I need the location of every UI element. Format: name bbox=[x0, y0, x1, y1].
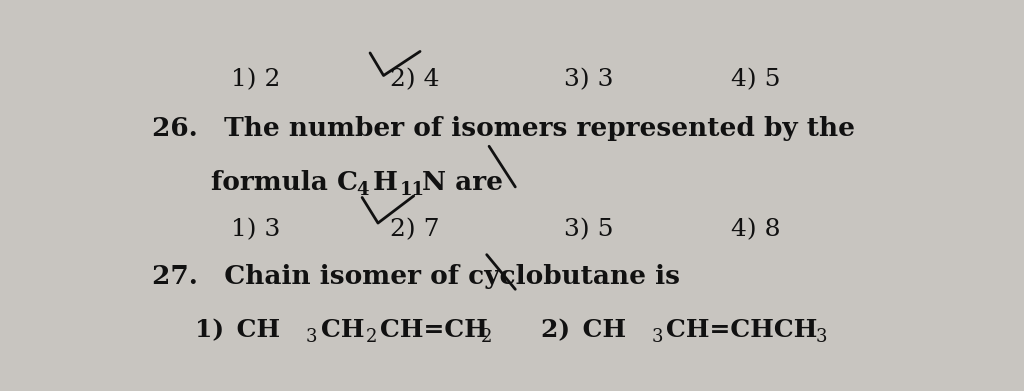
Text: 2: 2 bbox=[367, 328, 378, 346]
Text: 3) 5: 3) 5 bbox=[564, 219, 614, 242]
Text: 2) 7: 2) 7 bbox=[390, 219, 439, 242]
Text: 2: 2 bbox=[480, 328, 492, 346]
Text: 3) 3: 3) 3 bbox=[564, 68, 614, 91]
Text: CH=CHCH: CH=CHCH bbox=[666, 318, 817, 342]
Text: 26. The number of isomers represented by the: 26. The number of isomers represented by… bbox=[152, 116, 855, 141]
Text: 2) 4: 2) 4 bbox=[390, 68, 439, 91]
Text: 1) 2: 1) 2 bbox=[231, 68, 281, 91]
Text: 3: 3 bbox=[652, 328, 664, 346]
Text: 4) 8: 4) 8 bbox=[731, 219, 780, 242]
Text: formula C: formula C bbox=[211, 170, 358, 196]
Text: 1) 3: 1) 3 bbox=[231, 219, 281, 242]
Text: N are: N are bbox=[422, 170, 503, 196]
Text: CH: CH bbox=[321, 318, 365, 342]
Text: 2) CH: 2) CH bbox=[541, 318, 626, 342]
Text: 27. Chain isomer of cyclobutane is: 27. Chain isomer of cyclobutane is bbox=[152, 264, 680, 289]
Text: 3: 3 bbox=[815, 328, 826, 346]
Text: 4) 5: 4) 5 bbox=[731, 68, 780, 91]
Text: 4: 4 bbox=[356, 181, 369, 199]
Text: CH=CH: CH=CH bbox=[380, 318, 488, 342]
Text: 3: 3 bbox=[306, 328, 317, 346]
Text: 11: 11 bbox=[400, 181, 425, 199]
Text: H: H bbox=[373, 170, 397, 196]
Text: 1) CH: 1) CH bbox=[196, 318, 281, 342]
